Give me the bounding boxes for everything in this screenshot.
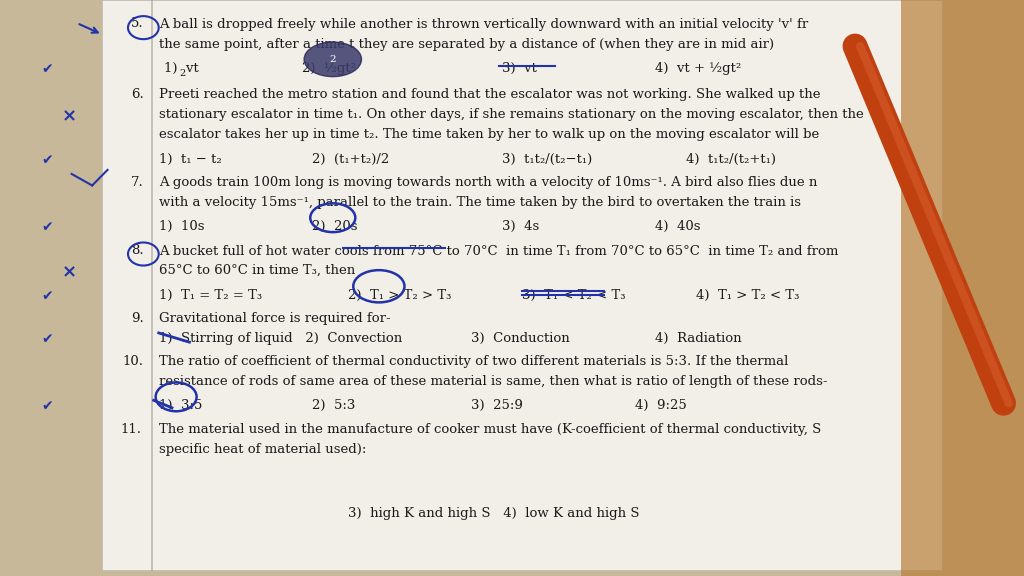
Text: 1)  vt: 1) vt [164, 62, 199, 75]
Text: 2)  T₁ > T₂ > T₃: 2) T₁ > T₂ > T₃ [348, 289, 452, 302]
Text: 2: 2 [179, 69, 185, 78]
Text: 1)  t₁ − t₂: 1) t₁ − t₂ [159, 153, 221, 166]
Text: 4)  t₁t₂/(t₂+t₁): 4) t₁t₂/(t₂+t₁) [686, 153, 776, 166]
Text: A bucket full of hot water cools from 75°C to 70°C  in time T₁ from 70°C to 65°C: A bucket full of hot water cools from 75… [159, 245, 838, 258]
Text: ✔: ✔ [41, 332, 52, 346]
Text: ✔: ✔ [41, 289, 52, 302]
Text: stationary escalator in time t₁. On other days, if she remains stationary on the: stationary escalator in time t₁. On othe… [159, 108, 863, 121]
Text: 2)  20s: 2) 20s [312, 220, 357, 233]
Text: 1)  Stirring of liquid   2)  Convection: 1) Stirring of liquid 2) Convection [159, 332, 402, 345]
Text: ✔: ✔ [41, 153, 52, 166]
Text: 5.: 5. [131, 17, 143, 31]
Text: ×: × [61, 108, 77, 126]
Text: 6.: 6. [131, 88, 143, 101]
Text: 2)  (t₁+t₂)/2: 2) (t₁+t₂)/2 [312, 153, 389, 166]
Text: Preeti reached the metro station and found that the escalator was not working. S: Preeti reached the metro station and fou… [159, 88, 820, 101]
Text: A goods train 100m long is moving towards north with a velocity of 10ms⁻¹. A bir: A goods train 100m long is moving toward… [159, 176, 817, 190]
Text: 3)  t₁t₂/(t₂−t₁): 3) t₁t₂/(t₂−t₁) [502, 153, 592, 166]
Ellipse shape [304, 42, 361, 77]
Text: escalator takes her up in time t₂. The time taken by her to walk up on the movin: escalator takes her up in time t₂. The t… [159, 128, 819, 141]
Text: 4)  40s: 4) 40s [655, 220, 700, 233]
Text: with a velocity 15ms⁻¹, parallel to the train. The time taken by the bird to ove: with a velocity 15ms⁻¹, parallel to the … [159, 196, 801, 209]
Text: 7.: 7. [131, 176, 143, 190]
Text: 2: 2 [330, 55, 336, 64]
Text: 9.: 9. [131, 312, 143, 325]
Text: ×: × [61, 264, 77, 282]
Text: Gravitational force is required for-: Gravitational force is required for- [159, 312, 390, 325]
Text: the same point, after a time t they are separated by a distance of (when they ar: the same point, after a time t they are … [159, 38, 774, 51]
Text: ✔: ✔ [41, 399, 52, 413]
Text: 8.: 8. [131, 244, 143, 257]
Text: specific heat of material used):: specific heat of material used): [159, 443, 367, 456]
Text: 3)  Conduction: 3) Conduction [471, 332, 569, 345]
Text: 1)  3:5: 1) 3:5 [159, 399, 202, 412]
Text: 4)  vt + ½gt²: 4) vt + ½gt² [655, 62, 741, 75]
Text: 11.: 11. [121, 423, 142, 437]
Text: 3)  high K and high S   4)  low K and high S: 3) high K and high S 4) low K and high S [348, 507, 640, 520]
Text: 3)  vt: 3) vt [502, 62, 537, 75]
Text: ✔: ✔ [41, 220, 52, 234]
Text: 3)  4s: 3) 4s [502, 220, 539, 233]
FancyBboxPatch shape [901, 0, 1024, 576]
Text: 65°C to 60°C in time T₃, then: 65°C to 60°C in time T₃, then [159, 264, 355, 277]
Text: 1)  T₁ = T₂ = T₃: 1) T₁ = T₂ = T₃ [159, 289, 262, 302]
Text: A ball is dropped freely while another is thrown vertically downward with an ini: A ball is dropped freely while another i… [159, 18, 808, 32]
Text: 4)  9:25: 4) 9:25 [635, 399, 687, 412]
Text: 4)  T₁ > T₂ < T₃: 4) T₁ > T₂ < T₃ [696, 289, 800, 302]
Text: 10.: 10. [123, 355, 144, 369]
Text: 1)  10s: 1) 10s [159, 220, 204, 233]
Text: 3)  T₁ < T₂ < T₃: 3) T₁ < T₂ < T₃ [522, 289, 626, 302]
FancyBboxPatch shape [102, 0, 942, 570]
Text: 2)  ½gt²: 2) ½gt² [302, 62, 356, 75]
Text: 4)  Radiation: 4) Radiation [655, 332, 742, 345]
Text: ✔: ✔ [41, 62, 52, 75]
Text: The ratio of coefficient of thermal conductivity of two different materials is 5: The ratio of coefficient of thermal cond… [159, 355, 788, 369]
Text: resistance of rods of same area of these material is same, then what is ratio of: resistance of rods of same area of these… [159, 375, 827, 388]
Text: The material used in the manufacture of cooker must have (K-coefficient of therm: The material used in the manufacture of … [159, 423, 821, 437]
Text: 3)  25:9: 3) 25:9 [471, 399, 523, 412]
Text: 2)  5:3: 2) 5:3 [312, 399, 355, 412]
